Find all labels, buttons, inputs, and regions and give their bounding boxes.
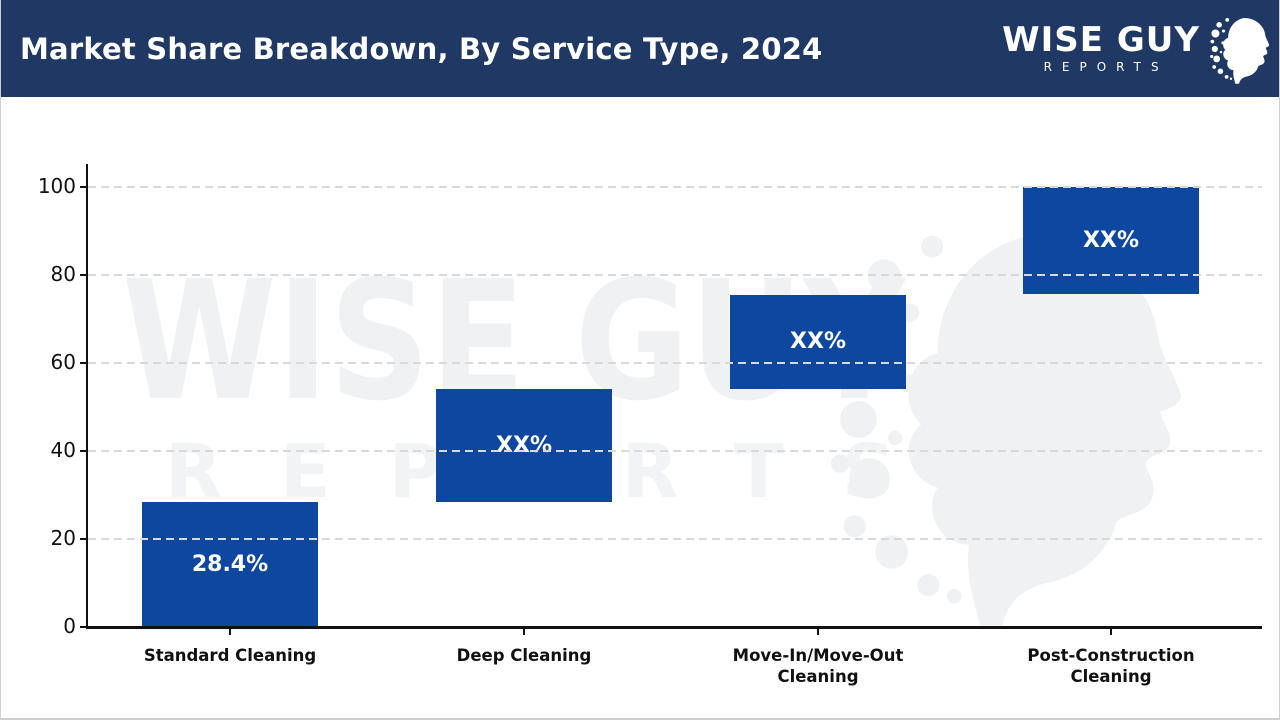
x-tick-label: Deep Cleaning bbox=[456, 646, 592, 665]
logo-subtitle: REPORTS bbox=[1043, 60, 1169, 74]
y-tick-label: 100 bbox=[37, 174, 76, 198]
y-gridline bbox=[88, 450, 1262, 452]
x-tick bbox=[229, 628, 231, 635]
wiseguy-logo: WISE GUY REPORTS bbox=[1002, 0, 1270, 97]
y-tick bbox=[80, 538, 88, 540]
x-tick-label: Standard Cleaning bbox=[143, 646, 317, 665]
logo-wordmark: WISE GUY bbox=[1002, 20, 1200, 60]
page-title: Market Share Breakdown, By Service Type,… bbox=[20, 31, 823, 66]
header-bar: Market Share Breakdown, By Service Type,… bbox=[0, 0, 1280, 97]
bar-2: XX% bbox=[436, 388, 612, 503]
bar-1: 28.4% bbox=[142, 502, 318, 627]
wiseguy-face-icon bbox=[1210, 17, 1270, 84]
y-tick-label: 60 bbox=[50, 350, 76, 374]
x-tick bbox=[1110, 628, 1112, 635]
wiseguy-logo-text: WISE GUY REPORTS bbox=[1002, 23, 1200, 74]
y-tick-label: 40 bbox=[50, 438, 76, 462]
bar-3: XX% bbox=[730, 294, 906, 389]
bar-value-label: 28.4% bbox=[191, 552, 269, 577]
y-tick bbox=[80, 274, 88, 276]
chart-area: WISE GUY REPORTS 02040608010028.4%XX%XX%… bbox=[0, 97, 1280, 720]
y-axis-spine bbox=[85, 164, 88, 629]
y-gridline bbox=[88, 186, 1262, 188]
x-axis-line bbox=[85, 626, 1262, 629]
y-tick bbox=[80, 626, 88, 628]
x-tick bbox=[523, 628, 525, 635]
y-gridline bbox=[88, 538, 1262, 540]
y-gridline bbox=[88, 274, 1262, 276]
y-tick-label: 20 bbox=[50, 526, 76, 550]
bar-value-label: XX% bbox=[1083, 228, 1139, 254]
x-tick-label: Post-Construction Cleaning bbox=[1027, 646, 1195, 687]
y-tick-label: 80 bbox=[50, 262, 76, 286]
bar-4: XX% bbox=[1023, 187, 1199, 295]
y-gridline bbox=[88, 362, 1262, 364]
x-tick bbox=[817, 628, 819, 635]
bar-value-label: XX% bbox=[496, 432, 552, 458]
bar-value-label: XX% bbox=[790, 329, 846, 355]
x-tick-label: Move-In/Move-Out Cleaning bbox=[732, 646, 904, 687]
y-tick bbox=[80, 186, 88, 188]
y-tick bbox=[80, 362, 88, 364]
y-tick-label: 0 bbox=[63, 614, 76, 638]
y-tick bbox=[80, 450, 88, 452]
